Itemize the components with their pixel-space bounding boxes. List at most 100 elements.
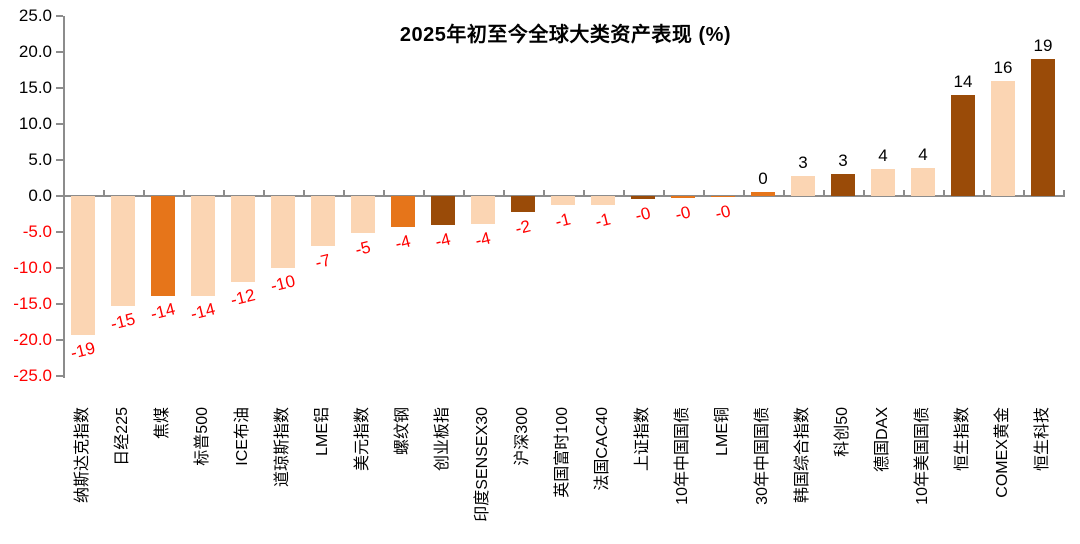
category-label: 沪深300 <box>514 407 531 466</box>
y-axis-tick <box>56 375 63 377</box>
bar-value-label: 4 <box>918 145 928 164</box>
x-axis-tick <box>743 190 745 195</box>
x-axis-tick <box>623 190 625 195</box>
x-axis-tick <box>903 190 905 195</box>
category-label: 法国CAC40 <box>594 407 611 491</box>
y-axis-tick <box>56 159 63 161</box>
y-axis-tick <box>56 339 63 341</box>
bar-value-label: -4 <box>473 228 493 251</box>
x-axis-tick <box>303 190 305 195</box>
category-label: 创业板指 <box>434 407 451 472</box>
category-label: 焦煤 <box>154 407 171 440</box>
bar-LME铝 <box>311 196 335 246</box>
category-label: 上证指数 <box>634 407 651 472</box>
bar-印度SENSEX30 <box>471 196 495 224</box>
bar-恒生科技 <box>1031 59 1055 196</box>
bar-value-label: -0 <box>673 202 693 225</box>
bar-value-label: 3 <box>838 151 848 170</box>
y-axis-tick-label: -15.0 <box>13 294 52 313</box>
bar-value-label: 0 <box>758 169 768 188</box>
bar-value-label: -0 <box>633 203 653 226</box>
x-axis-tick <box>583 190 585 195</box>
x-axis-tick <box>503 190 505 195</box>
bar-10年中国国债 <box>671 196 695 198</box>
x-axis-tick <box>943 190 945 195</box>
bar-标普500 <box>191 196 215 296</box>
x-axis-tick <box>263 190 265 195</box>
y-axis-tick-label: 10.0 <box>18 114 52 133</box>
category-label: 道琼斯指数 <box>274 407 291 488</box>
category-label: 螺纹钢 <box>394 407 411 456</box>
bar-螺纹钢 <box>391 196 415 227</box>
category-label: 恒生科技 <box>1034 407 1051 472</box>
category-label: ICE布油 <box>234 407 251 466</box>
y-axis-tick <box>56 231 63 233</box>
category-label: 德国DAX <box>874 407 891 472</box>
x-axis-tick <box>783 190 785 195</box>
category-label: COMEX黄金 <box>994 407 1011 498</box>
bar-日经225 <box>111 196 135 306</box>
y-axis-tick-label: -20.0 <box>13 330 52 349</box>
bar-ICE布油 <box>231 196 255 282</box>
x-axis-tick <box>183 190 185 195</box>
x-axis-tick <box>63 190 65 195</box>
y-axis-tick <box>56 87 63 89</box>
x-axis-tick <box>103 190 105 195</box>
x-axis-tick <box>1023 190 1025 195</box>
y-axis-tick-label: 20.0 <box>18 42 52 61</box>
bar-焦煤 <box>151 196 175 296</box>
bar-30年中国国债 <box>751 192 775 196</box>
category-label: 标普500 <box>194 407 211 466</box>
bar-10年美国国债 <box>911 168 935 196</box>
bar-value-label: 14 <box>953 72 973 91</box>
x-axis-tick <box>863 190 865 195</box>
bar-value-label: -4 <box>393 231 413 254</box>
bar-LME铜 <box>711 196 735 197</box>
bar-上证指数 <box>631 196 655 199</box>
category-label: 印度SENSEX30 <box>474 407 491 522</box>
y-axis-tick <box>56 15 63 17</box>
y-axis-tick <box>56 51 63 53</box>
y-axis-tick <box>56 267 63 269</box>
bar-value-label: -7 <box>313 250 333 273</box>
bar-value-label: 19 <box>1033 36 1053 55</box>
bar-value-label: 4 <box>878 146 888 165</box>
y-axis-tick-label: -25.0 <box>13 366 52 385</box>
category-label: 日经225 <box>114 407 131 466</box>
y-axis-tick-label: -5.0 <box>22 222 52 241</box>
y-axis-tick-label: 0.0 <box>28 186 52 205</box>
category-label: 英国富时100 <box>554 407 571 498</box>
category-label: 恒生指数 <box>954 407 971 472</box>
bar-value-label: -4 <box>433 229 453 252</box>
category-label: LME铝 <box>314 407 331 456</box>
category-label: 10年中国国债 <box>674 407 691 505</box>
x-axis-tick <box>383 190 385 195</box>
category-label: LME铜 <box>714 407 731 456</box>
x-axis-tick <box>703 190 705 195</box>
category-label: 10年美国国债 <box>914 407 931 505</box>
x-axis-tick <box>223 190 225 195</box>
x-axis-tick <box>343 190 345 195</box>
x-axis-tick <box>423 190 425 195</box>
category-label: 30年中国国债 <box>754 407 771 505</box>
bar-德国DAX <box>871 169 895 196</box>
bar-纳斯达克指数 <box>71 196 95 335</box>
bar-沪深300 <box>511 196 535 212</box>
x-axis-tick <box>463 190 465 195</box>
bar-科创50 <box>831 174 855 196</box>
x-axis-tick <box>543 190 545 195</box>
bar-创业板指 <box>431 196 455 225</box>
bar-美元指数 <box>351 196 375 233</box>
y-axis-tick-label: 5.0 <box>28 150 52 169</box>
bar-英国富时100 <box>551 196 575 205</box>
y-axis-tick <box>56 303 63 305</box>
bar-COMEX黄金 <box>991 81 1015 196</box>
bar-value-label: -10 <box>268 271 298 296</box>
x-axis-tick <box>663 190 665 195</box>
x-axis-tick <box>1063 190 1065 195</box>
category-label: 美元指数 <box>354 407 371 472</box>
category-label: 科创50 <box>834 407 851 457</box>
y-axis-tick-label: 25.0 <box>18 6 52 25</box>
bar-value-label: -14 <box>188 299 218 324</box>
